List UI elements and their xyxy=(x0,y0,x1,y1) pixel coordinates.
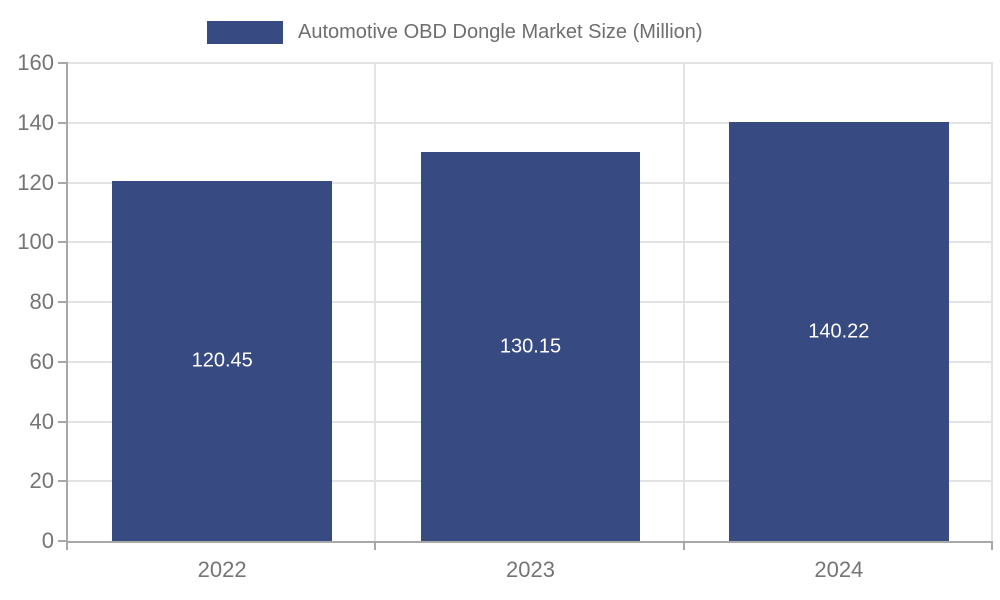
y-axis-tick xyxy=(58,360,68,363)
x-axis-tick xyxy=(682,541,685,550)
y-axis-tick-label: 20 xyxy=(29,468,54,494)
y-axis-tick-label: 100 xyxy=(17,229,54,255)
y-axis-tick-label: 60 xyxy=(29,348,54,374)
v-gridline xyxy=(374,63,377,541)
bar-value-label: 140.22 xyxy=(808,320,870,343)
bar-2023[interactable] xyxy=(420,152,641,541)
y-axis-tick xyxy=(58,62,68,64)
y-axis-tick-label: 80 xyxy=(29,289,54,314)
bar-2022[interactable] xyxy=(112,181,333,541)
x-axis-tick xyxy=(66,541,68,550)
y-axis-tick xyxy=(58,121,68,124)
plot-area: 0 20 40 60 80 100 120 140 160 120.45 2022 130.15 202… xyxy=(17,50,993,582)
x-axis-tick xyxy=(991,541,993,550)
y-axis-tick xyxy=(58,301,68,303)
y-axis-tick xyxy=(58,241,68,244)
h-gridline xyxy=(68,62,993,64)
y-axis-tick-label: 0 xyxy=(41,528,54,553)
y-axis-tick xyxy=(58,480,68,483)
y-axis-tick-label: 140 xyxy=(17,109,54,135)
bar-2024[interactable] xyxy=(728,122,949,541)
y-axis-tick xyxy=(58,181,68,184)
y-axis-tick-label: 160 xyxy=(17,50,54,75)
x-axis-tick-label: 2022 xyxy=(197,557,247,582)
y-axis-tick-label: 120 xyxy=(17,169,54,195)
x-axis-tick-label: 2024 xyxy=(814,557,864,582)
v-gridline xyxy=(682,63,685,541)
legend-item[interactable]: Automotive OBD Dongle Market Size (Milli… xyxy=(207,20,703,44)
y-axis-tick-label: 40 xyxy=(29,408,54,434)
y-axis-tick xyxy=(58,540,68,542)
v-gridline xyxy=(991,63,993,541)
legend-swatch xyxy=(207,20,283,44)
x-axis-tick xyxy=(374,541,377,550)
x-axis-tick-label: 2023 xyxy=(506,557,555,582)
y-axis-tick xyxy=(58,420,68,423)
bar-value-label: 120.45 xyxy=(191,349,253,372)
bar-value-label: 130.15 xyxy=(499,335,562,358)
h-gridline xyxy=(68,121,993,124)
legend-label: Automotive OBD Dongle Market Size (Milli… xyxy=(298,21,703,43)
x-axis-line xyxy=(66,541,993,543)
